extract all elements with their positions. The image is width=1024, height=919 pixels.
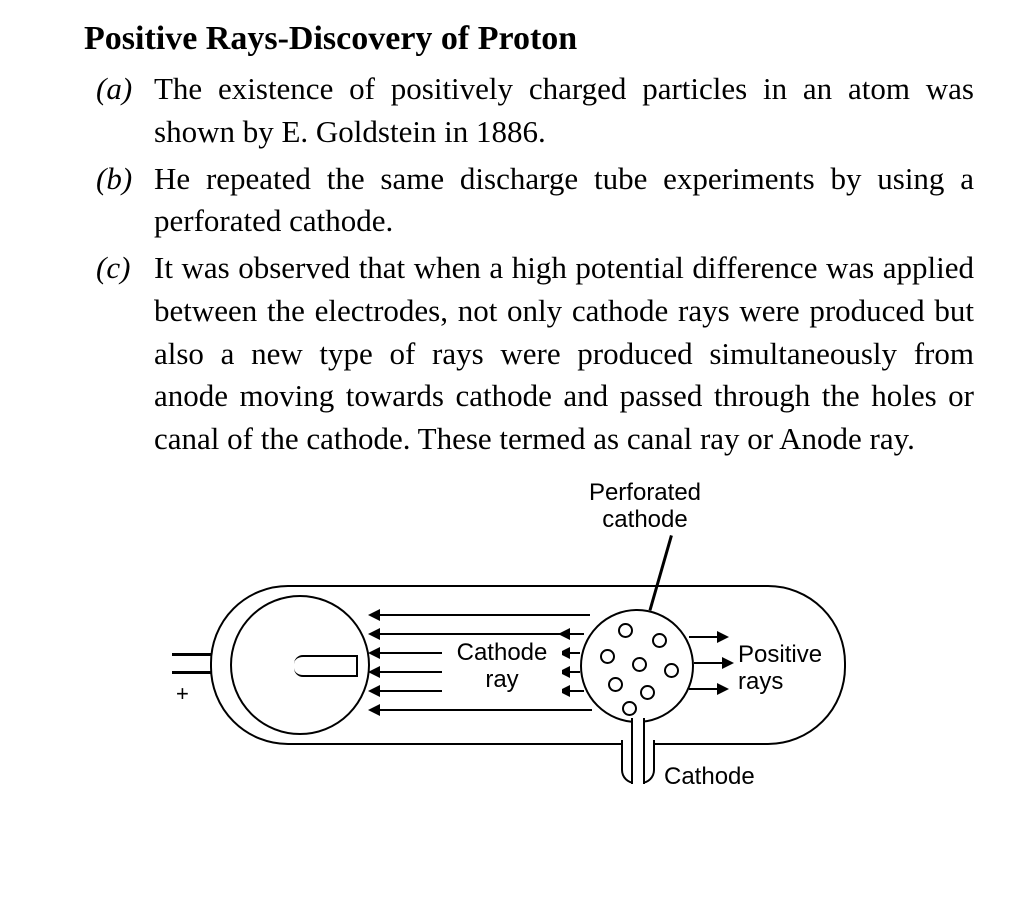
list-text: The existence of positively charged part…: [154, 68, 974, 154]
positive-ray-arrow-icon: [717, 631, 729, 643]
cathode-ray-line: [380, 633, 584, 636]
cathode-hole-icon: [622, 701, 637, 716]
positive-rays-label: Positive rays: [738, 641, 848, 696]
cathode-ray-arrow-icon: [368, 647, 380, 659]
positive-ray-arrow-icon: [717, 683, 729, 695]
list-item: (a) The existence of positively charged …: [90, 68, 974, 154]
positive-ray-line: [689, 636, 719, 639]
discharge-tube-diagram: +: [172, 479, 892, 809]
cathode-hole-icon: [608, 677, 623, 692]
cathode-stem-inner: [631, 718, 645, 784]
cathode-hole-icon: [632, 657, 647, 672]
cathode-label: Cathode: [664, 763, 784, 791]
list-marker: (c): [90, 247, 154, 290]
cathode-ray-label: Cathode ray: [442, 639, 562, 694]
list-text: He repeated the same discharge tube expe…: [154, 158, 974, 244]
anode-slot: [294, 655, 358, 677]
cathode-ray-line: [380, 614, 590, 617]
page-heading: Positive Rays-Discovery of Proton: [84, 20, 974, 58]
cathode-ray-line: [380, 709, 592, 712]
cathode-ray-arrow-icon: [368, 685, 380, 697]
cathode-hole-icon: [652, 633, 667, 648]
cathode-hole-icon: [600, 649, 615, 664]
perforated-cathode-label: Perforated cathode: [570, 479, 720, 534]
positive-ray-line: [689, 688, 719, 691]
label-text: Positive: [738, 641, 822, 668]
cathode-hole-icon: [618, 623, 633, 638]
perforated-cathode-disc: [580, 609, 694, 723]
label-text: Perforated: [589, 479, 701, 506]
cathode-hole-icon: [664, 663, 679, 678]
list-item: (b) He repeated the same discharge tube …: [90, 158, 974, 244]
cathode-ray-arrow-icon: [368, 704, 380, 716]
label-text: cathode: [602, 506, 687, 533]
list-marker: (b): [90, 158, 154, 201]
cathode-ray-arrow-icon: [368, 628, 380, 640]
cathode-hole-icon: [640, 685, 655, 700]
label-text: rays: [738, 668, 783, 695]
content-list: (a) The existence of positively charged …: [90, 68, 974, 461]
plus-icon: +: [176, 681, 189, 707]
cathode-ray-arrow-icon: [368, 609, 380, 621]
label-text: ray: [485, 666, 518, 693]
list-text: It was observed that when a high potenti…: [154, 247, 974, 461]
positive-ray-arrow-icon: [722, 657, 734, 669]
list-item: (c) It was observed that when a high pot…: [90, 247, 974, 461]
positive-ray-line: [694, 662, 724, 665]
label-text: Cathode: [457, 639, 548, 666]
list-marker: (a): [90, 68, 154, 111]
